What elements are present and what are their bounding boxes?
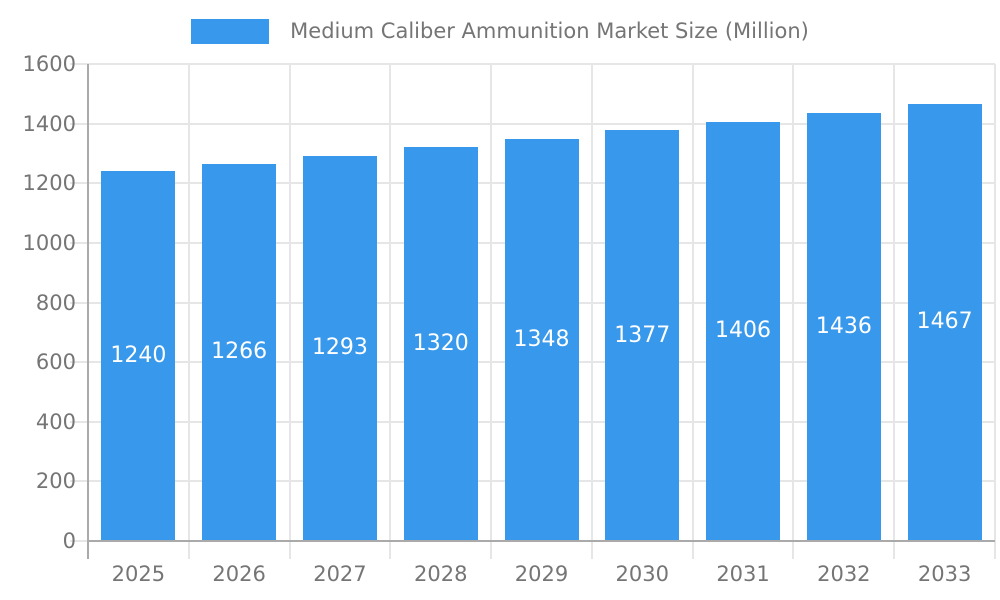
- bar: [403, 147, 478, 541]
- vertical-gridline: [590, 64, 593, 559]
- bar: [101, 171, 176, 541]
- bar-value-label: 1348: [513, 327, 570, 353]
- x-axis-tick-label: 2030: [615, 562, 669, 586]
- bar: [504, 139, 579, 541]
- vertical-gridline: [691, 64, 694, 559]
- y-axis-tick-label: 1400: [22, 111, 76, 136]
- x-axis-tick-label: 2025: [111, 562, 166, 586]
- bar: [605, 130, 680, 541]
- bar-value-label: 1406: [715, 318, 772, 344]
- bar: [202, 163, 277, 541]
- y-axis-tick-label: 1200: [22, 171, 76, 196]
- y-axis-tick-label: 800: [35, 290, 76, 315]
- bar-value-label: 1377: [614, 322, 671, 348]
- legend: Medium Caliber Ammunition Market Size (M…: [0, 17, 1000, 45]
- horizontal-gridline: [70, 63, 995, 65]
- vertical-gridline: [389, 64, 392, 559]
- x-axis-line: [88, 540, 995, 542]
- y-axis-tick-label: 1600: [22, 52, 76, 76]
- x-axis-tick-label: 2026: [212, 562, 266, 586]
- vertical-gridline: [187, 64, 190, 559]
- y-axis-tick-label: 200: [35, 469, 76, 494]
- x-axis-tick-label: 2031: [716, 562, 770, 586]
- legend-series-label: Medium Caliber Ammunition Market Size (M…: [290, 19, 809, 43]
- vertical-gridline: [792, 64, 795, 559]
- x-axis-tick-label: 2032: [817, 562, 871, 586]
- x-axis-tick-label: 2028: [413, 562, 468, 586]
- y-axis-tick-label: 0: [62, 529, 76, 553]
- bar: [302, 155, 377, 541]
- bar: [806, 112, 881, 541]
- bar-value-label: 1240: [110, 343, 167, 369]
- horizontal-gridline: [70, 122, 995, 125]
- bar-value-label: 1467: [916, 309, 973, 335]
- x-axis-tick-label: 2033: [917, 562, 972, 586]
- plot-area: 1240 1266 1293 1320 1348 1377 1406 1436 1467: [70, 63, 996, 559]
- vertical-gridline: [490, 64, 493, 559]
- y-axis-tick-label: 400: [35, 409, 76, 434]
- y-axis-tick-label: 1000: [22, 230, 76, 255]
- bar: [907, 103, 982, 541]
- x-axis-tick-label: 2029: [514, 562, 569, 586]
- bar-value-label: 1320: [412, 331, 469, 357]
- bar-value-label: 1293: [311, 335, 368, 361]
- legend-swatch: [191, 18, 270, 44]
- y-axis-line: [87, 64, 89, 559]
- x-axis-tick-label: 2027: [313, 562, 367, 586]
- bar: [706, 121, 781, 541]
- y-axis-tick-label: 600: [35, 350, 76, 375]
- vertical-gridline: [893, 64, 896, 559]
- vertical-gridline: [994, 64, 996, 559]
- bar-value-label: 1266: [211, 339, 268, 365]
- bar-value-label: 1436: [815, 313, 872, 339]
- vertical-gridline: [288, 64, 291, 559]
